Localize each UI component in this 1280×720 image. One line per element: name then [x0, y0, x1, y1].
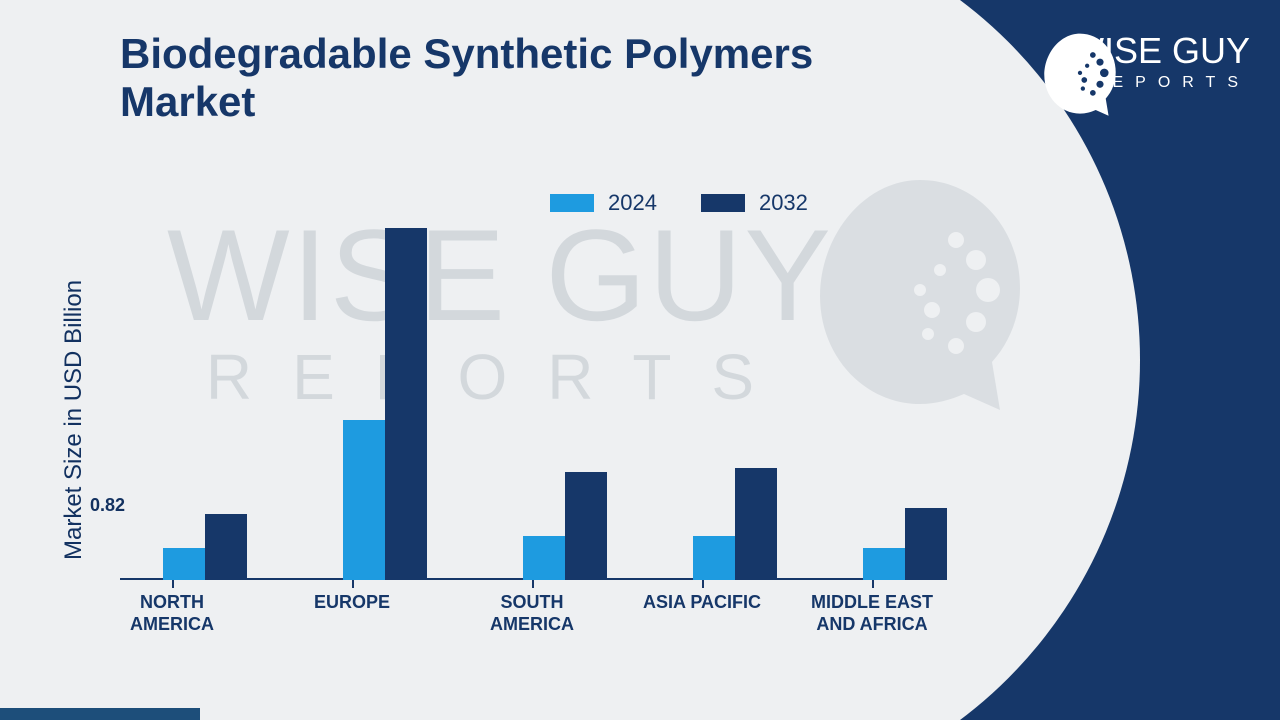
category-label: NORTH AMERICA [97, 592, 247, 635]
bar [863, 548, 905, 580]
bar [205, 514, 247, 580]
data-label: 0.82 [90, 495, 125, 516]
legend-item-2024: 2024 [550, 190, 657, 216]
axis-tick [352, 580, 354, 588]
legend-swatch-2024 [550, 194, 594, 212]
bar-group [660, 468, 810, 580]
legend: 2024 2032 [550, 190, 808, 216]
axis-tick [532, 580, 534, 588]
legend-label-2024: 2024 [608, 190, 657, 216]
bar [385, 228, 427, 580]
bar [163, 548, 205, 580]
axis-tick [172, 580, 174, 588]
bar-group [130, 514, 280, 580]
bar-group [830, 508, 980, 580]
chart-title: Biodegradable Synthetic Polymers Market [120, 30, 880, 127]
bar [735, 468, 777, 580]
category-label: EUROPE [277, 592, 427, 614]
axis-tick [702, 580, 704, 588]
category-label: SOUTH AMERICA [457, 592, 607, 635]
bar-chart: NORTH AMERICA0.82EUROPESOUTH AMERICAASIA… [120, 220, 940, 580]
bar [523, 536, 565, 580]
stage: WISE GUY REPORTS Biodegradable Synthetic… [0, 0, 1280, 720]
brand-head-icon [1035, 30, 1125, 130]
legend-label-2032: 2032 [759, 190, 808, 216]
bar [343, 420, 385, 580]
category-label: ASIA PACIFIC [627, 592, 777, 614]
bar-group [310, 228, 460, 580]
bottom-accent-bar [0, 708, 200, 720]
bar [905, 508, 947, 580]
axis-tick [872, 580, 874, 588]
bar-group [490, 472, 640, 580]
y-axis-label: Market Size in USD Billion [60, 280, 88, 560]
legend-swatch-2032 [701, 194, 745, 212]
legend-item-2032: 2032 [701, 190, 808, 216]
category-label: MIDDLE EAST AND AFRICA [797, 592, 947, 635]
bar [693, 536, 735, 580]
bar [565, 472, 607, 580]
